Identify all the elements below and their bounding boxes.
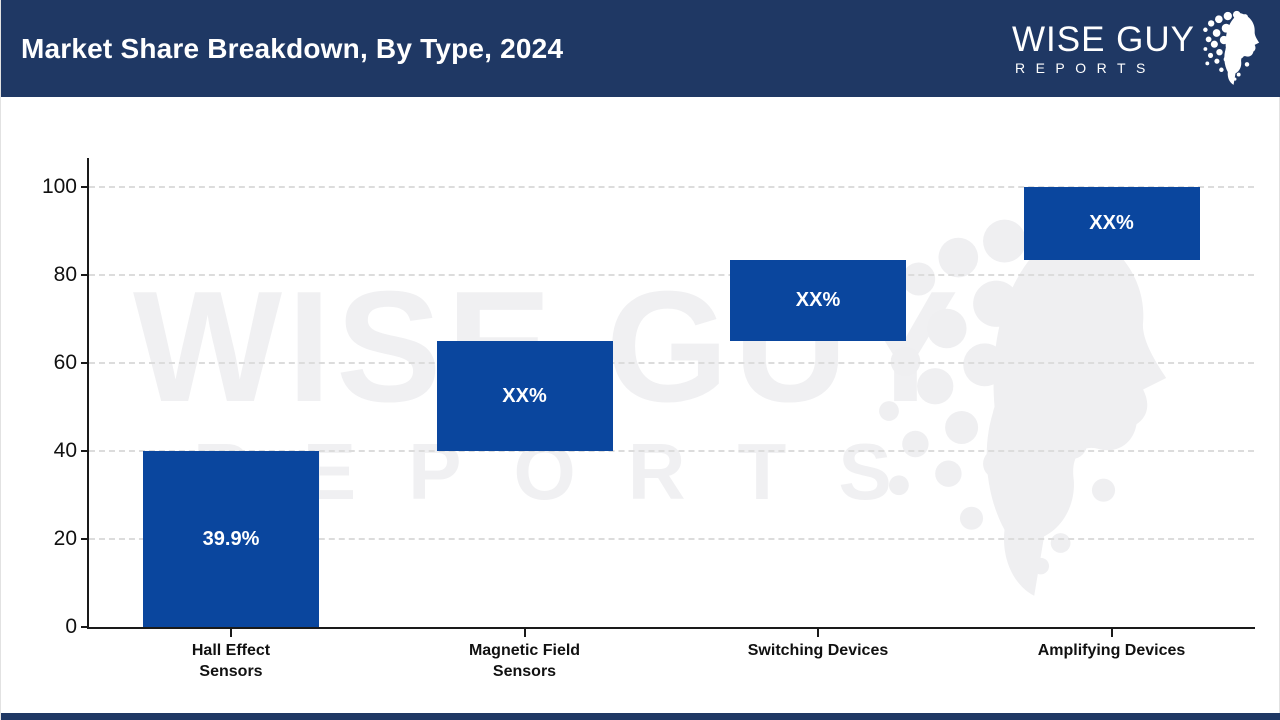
x-axis-line (87, 627, 1255, 629)
y-tick (81, 538, 89, 540)
brand-logo: WISE GUY REPORTS (1012, 9, 1263, 89)
x-category-label-line: Magnetic Field (468, 642, 581, 659)
gridline-20 (89, 538, 1254, 540)
y-tick (81, 274, 89, 276)
x-category-label-line: Switching Devices (747, 642, 889, 659)
y-tick-label: 0 (65, 615, 77, 638)
y-tick-label: 100 (41, 175, 77, 198)
bar-value-label: XX% (795, 288, 841, 311)
x-category-label: Hall Effect Sensors (101, 640, 361, 682)
gridline-100 (89, 186, 1254, 188)
y-tick-label: 20 (53, 527, 77, 550)
x-category-label: Amplifying Devices (982, 640, 1242, 661)
chart-title: Market Share Breakdown, By Type, 2024 (21, 32, 564, 64)
x-category-label: Magnetic Field Sensors (395, 640, 655, 682)
y-tick (81, 450, 89, 452)
x-tick (1110, 629, 1113, 637)
y-tick-label: 40 (53, 439, 77, 462)
bar-magnetic-field-sensors: XX% (436, 341, 613, 452)
brand-subname: REPORTS (1014, 59, 1156, 76)
y-axis-line (87, 158, 89, 629)
x-category-label-line: Sensors (199, 663, 263, 680)
gridline-40 (89, 450, 1254, 452)
bar-hall-effect-sensors: 39.9% (143, 451, 319, 627)
footer-bar (1, 713, 1280, 720)
brand-logo-text: WISE GUY REPORTS (1011, 19, 1195, 76)
y-tick (81, 626, 89, 628)
x-category-label-line: Amplifying Devices (1037, 642, 1186, 659)
gridline-80 (89, 274, 1254, 276)
bar-amplifying-devices: XX% (1023, 187, 1200, 260)
header: Market Share Breakdown, By Type, 2024 WI… (1, 0, 1280, 97)
y-tick-label: 80 (53, 263, 77, 286)
x-category-label-line: Sensors (492, 663, 557, 680)
gridline-60 (89, 362, 1254, 364)
x-tick (523, 629, 526, 637)
x-category-label: Switching Devices (688, 640, 948, 661)
y-tick (81, 362, 89, 364)
brand-name: WISE GUY (1011, 19, 1195, 59)
bar-value-label: XX% (1089, 211, 1134, 234)
y-tick-label: 60 (53, 351, 77, 374)
bar-value-label: XX% (502, 384, 547, 407)
y-tick (81, 186, 89, 188)
bar-switching-devices: XX% (730, 259, 906, 341)
x-tick (817, 629, 819, 637)
bar-value-label: 39.9% (202, 527, 260, 550)
x-tick (230, 629, 232, 637)
x-category-label-line: Hall Effect (191, 642, 271, 659)
